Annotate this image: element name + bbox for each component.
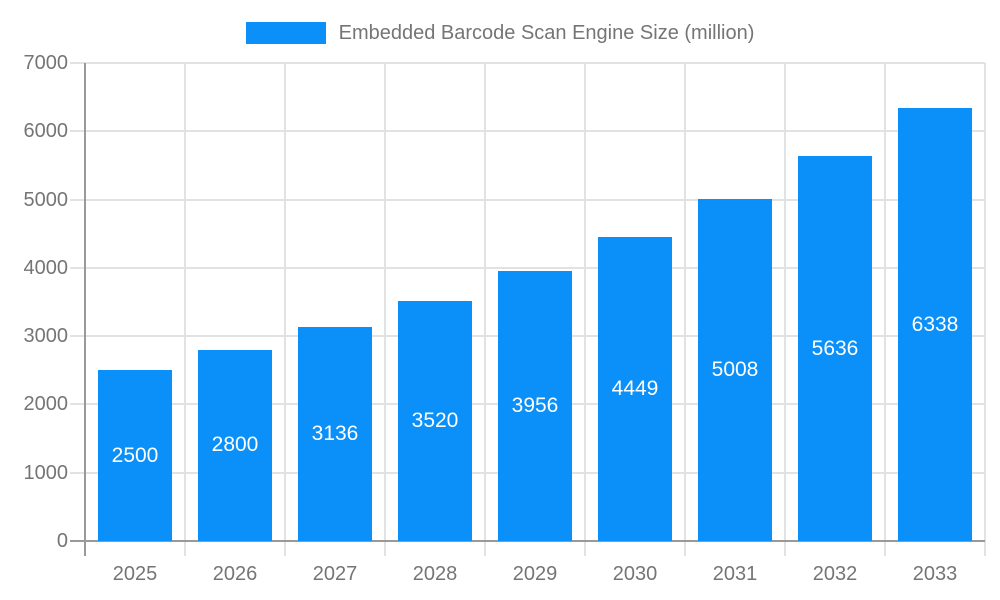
y-tick-label: 6000: [23, 120, 69, 143]
x-gridline: [784, 63, 786, 556]
x-tick-label: 2026: [212, 563, 258, 585]
bar-value-label: 2500: [111, 443, 159, 467]
bar: 2500: [98, 370, 172, 541]
y-tick-label: 0: [56, 530, 68, 552]
x-axis-line: [70, 540, 985, 542]
x-tick-label: 2033: [912, 563, 958, 585]
y-gridline: [70, 62, 985, 64]
x-gridline: [584, 63, 586, 556]
y-axis-line: [84, 63, 86, 556]
bar: 3520: [398, 300, 472, 541]
x-gridline: [484, 63, 486, 556]
y-tick-label: 3000: [23, 325, 69, 348]
x-gridline: [284, 63, 286, 556]
bar: 4449: [598, 237, 672, 541]
x-gridline: [984, 63, 986, 556]
bar: 3956: [498, 270, 572, 541]
y-gridline: [70, 198, 985, 201]
x-tick-label: 2032: [812, 563, 858, 585]
y-gridline: [70, 130, 985, 133]
y-gridline: [70, 266, 985, 269]
bar-value-label: 3956: [511, 393, 559, 417]
x-gridline: [684, 63, 686, 556]
bar-value-label: 6338: [911, 312, 959, 336]
y-tick-label: 2000: [23, 393, 69, 416]
bar: 5636: [798, 156, 872, 541]
bar: 5008: [698, 199, 772, 541]
x-tick-label: 2031: [712, 563, 758, 585]
x-tick-label: 2028: [412, 563, 458, 585]
y-tick-label: 7000: [23, 52, 69, 74]
x-tick-label: 2029: [512, 563, 558, 585]
x-gridline: [884, 63, 886, 556]
bar-value-label: 2800: [211, 433, 259, 457]
bar-value-label: 3520: [411, 408, 459, 432]
legend[interactable]: Embedded Barcode Scan Engine Size (milli…: [0, 20, 1000, 46]
bar-value-label: 5008: [711, 358, 759, 381]
x-gridline: [184, 63, 186, 556]
bar-value-label: 4449: [611, 377, 659, 401]
legend-label: Embedded Barcode Scan Engine Size (milli…: [338, 21, 755, 44]
bar: 2800: [198, 349, 272, 541]
x-tick-label: 2030: [612, 563, 658, 585]
bar-value-label: 3136: [311, 421, 359, 445]
legend-swatch: [245, 22, 326, 44]
bar: 3136: [298, 326, 372, 541]
bar-value-label: 5636: [811, 336, 859, 360]
bar: 6338: [898, 108, 972, 541]
y-tick-label: 4000: [23, 256, 69, 279]
x-gridline: [384, 63, 386, 556]
x-tick-label: 2025: [112, 563, 158, 585]
y-tick-label: 5000: [23, 188, 69, 211]
y-tick-label: 1000: [23, 461, 69, 484]
x-tick-label: 2027: [312, 563, 358, 585]
